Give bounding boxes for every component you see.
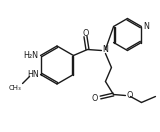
Text: CH₃: CH₃ <box>9 84 22 91</box>
Text: N: N <box>143 22 149 31</box>
Text: O: O <box>126 91 133 100</box>
Text: N: N <box>102 45 108 54</box>
Text: O: O <box>82 29 89 38</box>
Text: HN: HN <box>27 70 39 79</box>
Text: O: O <box>91 94 97 103</box>
Text: H₂N: H₂N <box>24 51 39 60</box>
